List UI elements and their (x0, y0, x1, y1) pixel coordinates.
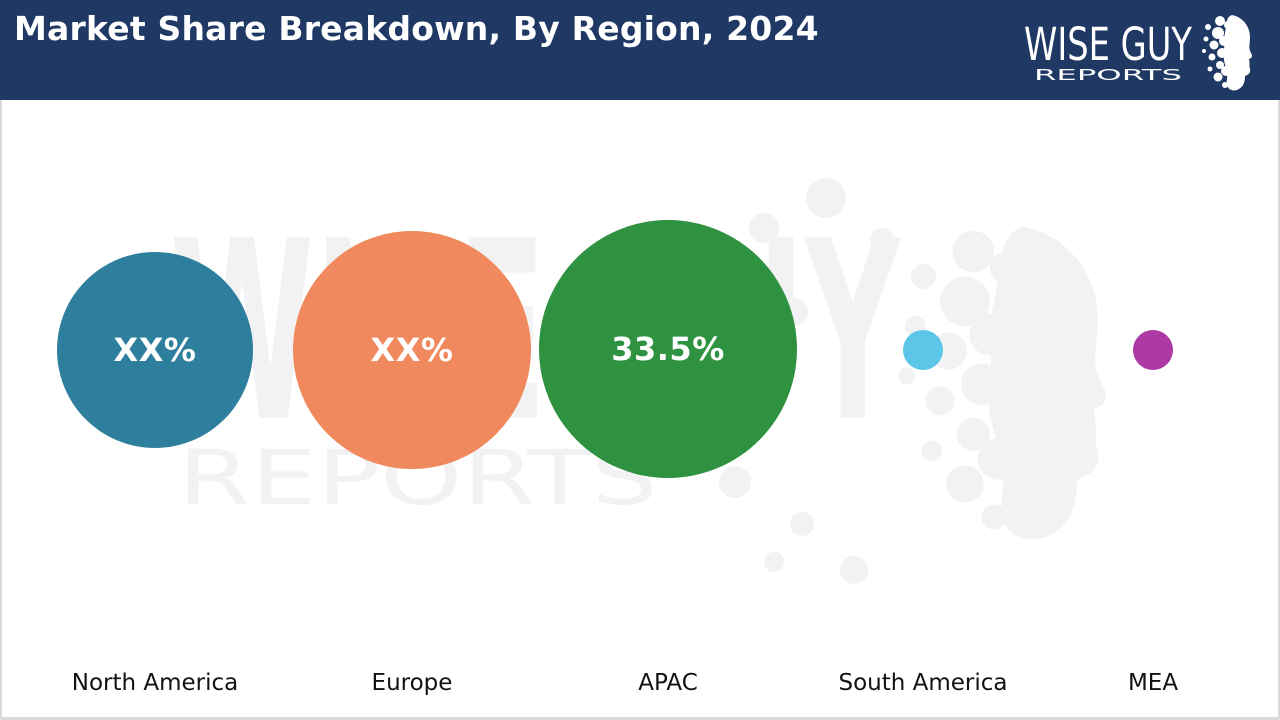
logo-subtitle: REPORTS (1034, 66, 1182, 84)
region-category-label: South America (838, 670, 1008, 696)
region-bubble (1133, 330, 1173, 370)
brand-logo: WISE GUY REPORTS (1022, 12, 1260, 94)
region-category-label: North America (71, 670, 239, 696)
region-bubble: XX% (293, 231, 531, 469)
header-bar: Market Share Breakdown, By Region, 2024 … (0, 0, 1280, 100)
region-bubble: 33.5% (539, 220, 797, 478)
logo-wordmark: WISE GUY (1024, 18, 1192, 71)
region-share-value: XX% (370, 331, 454, 369)
region-share-value: 33.5% (611, 330, 725, 368)
brand-logo-graphic: WISE GUY REPORTS (1024, 15, 1253, 91)
region-share-value: XX% (113, 331, 197, 369)
region-category-label: MEA (1127, 670, 1179, 696)
bubble-chart: WISE GUY REPORTS (0, 100, 1280, 720)
region-category-label: APAC (638, 670, 698, 696)
region-bubble: XX% (57, 252, 253, 448)
page-title: Market Share Breakdown, By Region, 2024 (14, 9, 819, 48)
region-bubble (903, 330, 943, 370)
region-category-label: Europe (371, 670, 453, 696)
logo-head-icon (1202, 15, 1253, 91)
